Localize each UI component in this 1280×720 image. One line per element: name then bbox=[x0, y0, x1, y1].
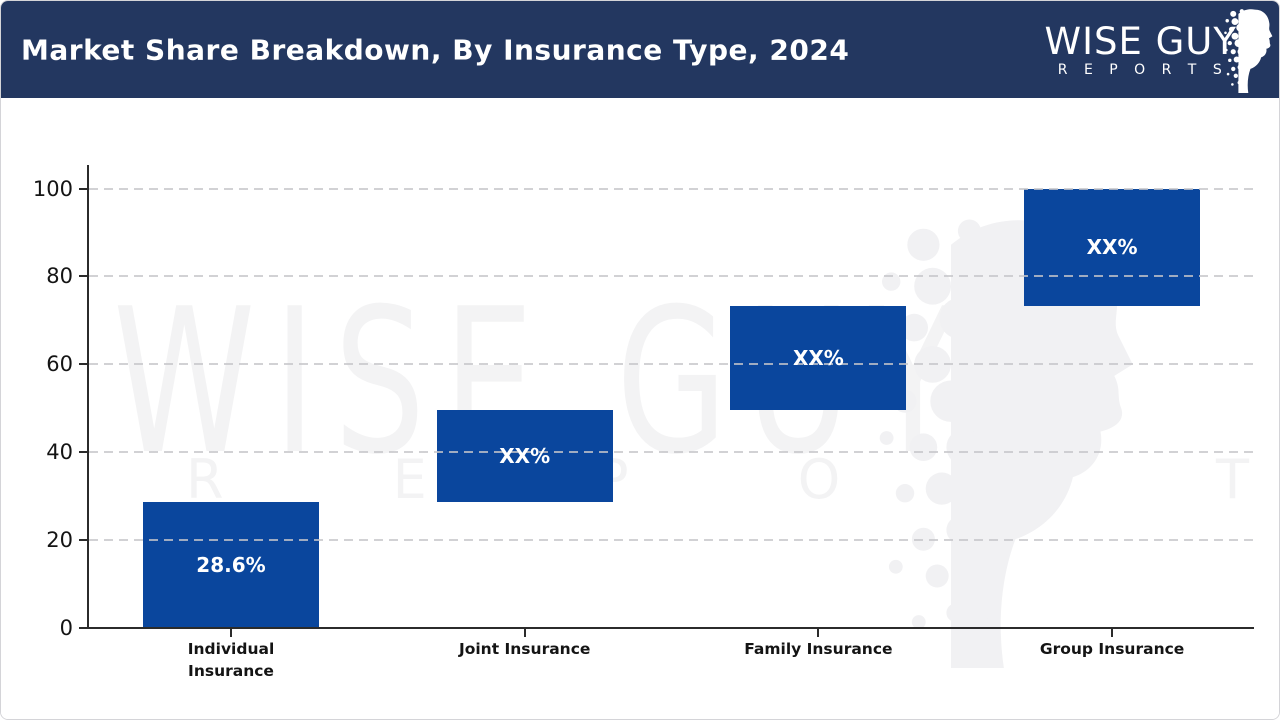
x-category-label: Group Insurance bbox=[1039, 640, 1185, 658]
chart-title: Market Share Breakdown, By Insurance Typ… bbox=[21, 33, 850, 66]
y-tick-label-60: 60 bbox=[46, 352, 73, 377]
y-tick-100 bbox=[79, 187, 87, 190]
x-tick-1 bbox=[230, 629, 232, 637]
chart-area: WISE GUY R E P O R T S 28.6%XX%XX%XX%020… bbox=[1, 98, 1279, 719]
y-axis-line bbox=[87, 165, 89, 629]
x-tick-2 bbox=[523, 629, 526, 637]
y-tick-0 bbox=[79, 627, 87, 629]
logo-text: WISE GUY R E P O R T S bbox=[1045, 23, 1237, 77]
y-tick-label-100: 100 bbox=[32, 176, 73, 201]
y-tick-label-80: 80 bbox=[46, 264, 73, 289]
x-tick-3 bbox=[817, 629, 820, 637]
x-category-label: Individual Insurance bbox=[187, 640, 275, 680]
y-tick-label-40: 40 bbox=[46, 440, 73, 465]
x-category-label: Family Insurance bbox=[744, 640, 893, 658]
bar-1 bbox=[143, 502, 319, 628]
wise-guy-reports-logo: WISE GUY R E P O R T S bbox=[1045, 6, 1273, 94]
y-tick-80 bbox=[79, 275, 87, 278]
x-tick-4 bbox=[1111, 629, 1114, 637]
x-axis-line bbox=[87, 627, 1254, 629]
bar-2 bbox=[436, 409, 613, 503]
bar-value-label: XX% bbox=[1086, 235, 1138, 260]
y-tick-20 bbox=[79, 539, 87, 542]
gridline-80 bbox=[89, 275, 1257, 278]
y-tick-40 bbox=[79, 451, 87, 454]
header-bar: Market Share Breakdown, By Insurance Typ… bbox=[1, 1, 1279, 98]
bar-value-label: XX% bbox=[499, 443, 551, 468]
gridline-40 bbox=[89, 451, 1257, 454]
gridline-20 bbox=[89, 539, 1257, 542]
y-tick-label-0: 0 bbox=[59, 616, 73, 640]
y-tick-60 bbox=[79, 363, 87, 366]
watermark-subtitle: R E P O R T S bbox=[186, 448, 1279, 511]
bar-value-label: XX% bbox=[792, 345, 844, 370]
x-category-label: Joint Insurance bbox=[458, 640, 591, 658]
gridline-100 bbox=[89, 187, 1257, 190]
logo-wordmark: WISE GUY bbox=[1044, 20, 1237, 63]
logo-subtitle: R E P O R T S bbox=[1057, 62, 1228, 78]
y-tick-label-20: 20 bbox=[46, 528, 73, 553]
gridline-60 bbox=[89, 363, 1257, 366]
bar-value-label: 28.6% bbox=[196, 553, 266, 578]
